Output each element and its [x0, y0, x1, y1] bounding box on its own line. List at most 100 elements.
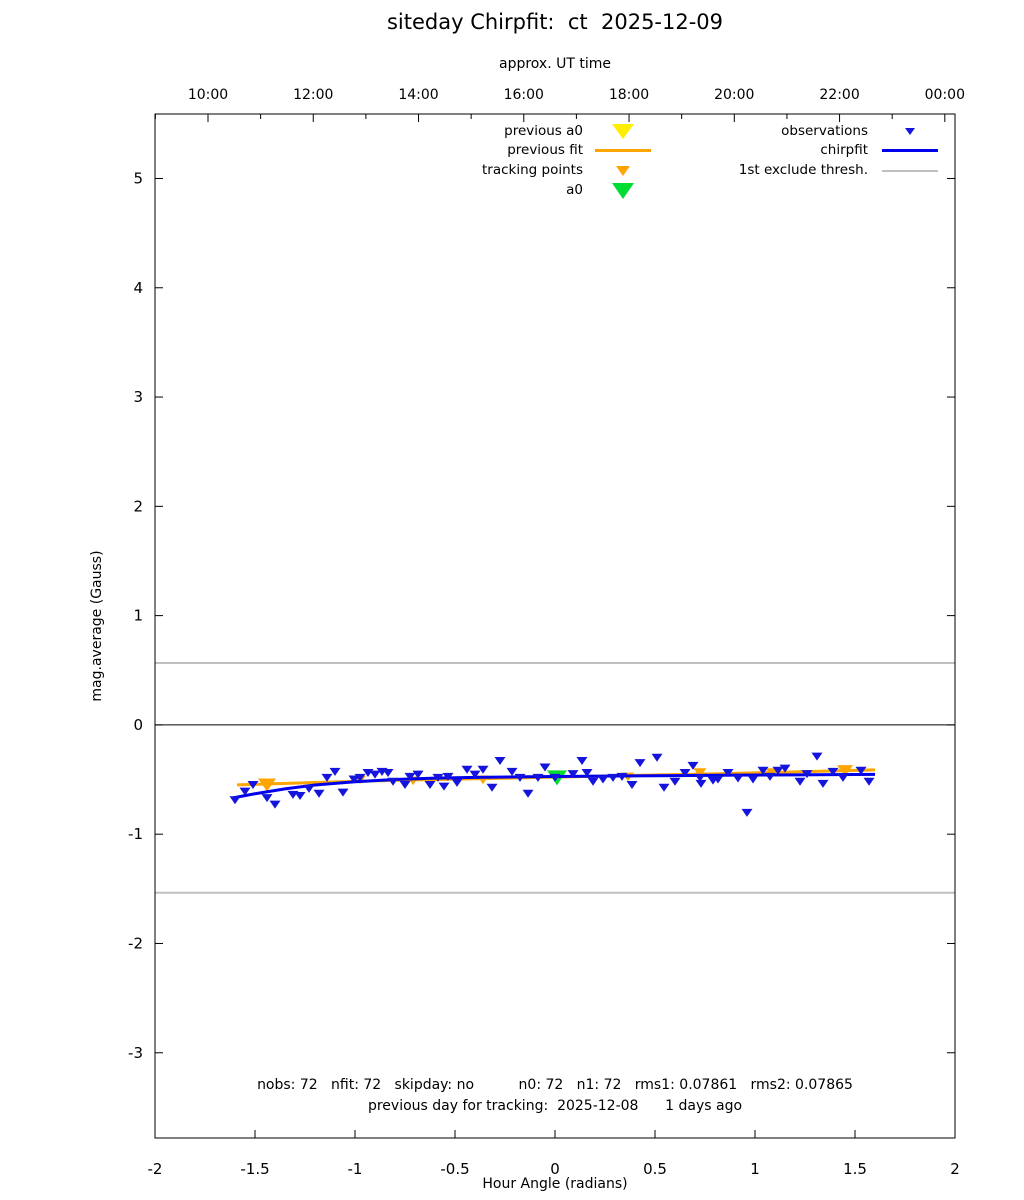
observations-marker-icon [882, 123, 938, 140]
y-axis-tick-label: -1 [128, 825, 143, 843]
observation-point [722, 768, 734, 777]
legend-label-tracking-points: tracking points [482, 162, 583, 178]
observation-point [616, 772, 628, 781]
observation-point [567, 770, 579, 779]
top-axis-tick-label: 18:00 [609, 87, 649, 103]
observation-point [382, 768, 394, 777]
observation-point [354, 773, 366, 782]
y-axis-tick-label: 1 [133, 607, 143, 625]
legend-row-observations: observations [0, 123, 1024, 140]
legend-row-a0: a0 [0, 182, 1024, 199]
observation-point [817, 779, 829, 788]
legend-label-a0: a0 [566, 182, 583, 198]
observation-point [514, 773, 526, 782]
x-axis-tick-label: -2 [148, 1160, 163, 1178]
y-axis-tick-label: -3 [128, 1044, 143, 1062]
top-axis-tick-label: 14:00 [398, 87, 438, 103]
chart-title: siteday Chirpfit: ct 2025-12-09 [386, 10, 724, 34]
observation-point [855, 766, 867, 775]
legend-row-tracking-points: tracking points [0, 162, 1024, 179]
observation-point [658, 783, 670, 792]
top-axis-tick-label: 22:00 [819, 87, 859, 103]
top-axis-tick-label: 10:00 [188, 87, 228, 103]
legend-label-previous-fit: previous fit [507, 142, 583, 158]
observation-point [779, 764, 791, 773]
observation-point [313, 789, 325, 798]
observation-point [827, 767, 839, 776]
top-axis-tick-label: 12:00 [293, 87, 333, 103]
top-axis-tick-label: 00:00 [925, 87, 965, 103]
observation-point [442, 772, 454, 781]
observation-point [811, 752, 823, 761]
chirpfit-marker-icon [882, 142, 938, 159]
observation-point [469, 770, 481, 779]
top-axis-tick-label: 20:00 [714, 87, 754, 103]
observation-point [626, 781, 638, 790]
x-axis-tick-label: -1 [348, 1160, 363, 1178]
observation-point [294, 791, 306, 800]
observation-point [694, 773, 706, 782]
observation-point [687, 761, 699, 770]
observation-point [486, 783, 498, 792]
x-axis-tick-label: 0.5 [643, 1160, 667, 1178]
a0-marker-icon [595, 182, 651, 199]
observation-point [337, 788, 349, 797]
top-axis-tick-label: 16:00 [504, 87, 544, 103]
plot-border [154, 113, 956, 1139]
observation-point [229, 796, 241, 805]
observation-point [712, 775, 724, 784]
y-axis-tick-label: 0 [133, 716, 143, 734]
observation-point [794, 777, 806, 786]
observation-point [757, 766, 769, 775]
legend-label-exclude-thresh: 1st exclude thresh. [738, 162, 868, 178]
x-axis-tick-label: 1 [750, 1160, 760, 1178]
tracking-point [693, 768, 707, 778]
observation-point [539, 763, 551, 772]
tracking-points-marker-icon [595, 162, 651, 179]
observation-point [732, 774, 744, 783]
observation-point [369, 770, 381, 779]
exclude-thresh-marker-icon [882, 162, 938, 179]
y-axis-tick-label: 4 [133, 279, 143, 297]
observation-point [438, 782, 450, 791]
legend-row-previous-a0: previous a0 [0, 123, 1024, 140]
observation-point [399, 781, 411, 790]
tracking-point [258, 778, 276, 792]
x-axis-tick-label: -1.5 [240, 1160, 269, 1178]
observation-point [477, 765, 489, 774]
stats-line-2: previous day for tracking: 2025-12-08 1 … [367, 1098, 743, 1114]
y-axis-tick-label: 5 [133, 169, 143, 187]
legend-label-observations: observations [781, 123, 868, 139]
legend-label-previous-a0: previous a0 [504, 123, 583, 139]
observation-point [607, 773, 619, 782]
legend-row-exclude-thresh: 1st exclude thresh. [0, 162, 1024, 179]
legend-label-chirpfit: chirpfit [820, 142, 868, 158]
y-axis-title: mag.average (Gauss) [89, 550, 105, 702]
observation-point [634, 759, 646, 768]
observation-point [863, 777, 875, 786]
observation-point [432, 773, 444, 782]
legend-row-chirpfit: chirpfit [0, 142, 1024, 159]
observation-point [412, 770, 424, 779]
x-axis-tick-label: 0 [550, 1160, 560, 1178]
observation-point [321, 773, 333, 782]
observation-point [576, 756, 588, 765]
observation-point [387, 777, 399, 786]
y-axis-tick-label: 2 [133, 497, 143, 515]
observation-point [269, 800, 281, 809]
observation-point [772, 766, 784, 775]
observation-point [348, 775, 360, 784]
observation-point [404, 772, 416, 781]
previous-a0-marker-icon [595, 123, 651, 140]
x-axis-title: Hour Angle (radians) [482, 1176, 628, 1192]
x-axis-tick-label: 2 [950, 1160, 960, 1178]
y-axis-tick-label: 3 [133, 388, 143, 406]
y-axis-tick-label: -2 [128, 934, 143, 952]
observation-point [747, 775, 759, 784]
observation-point [651, 753, 663, 762]
observation-point [597, 775, 609, 784]
stats-line-1: nobs: 72 nfit: 72 skipday: no n0: 72 n1:… [257, 1077, 853, 1093]
observation-point [451, 778, 463, 787]
